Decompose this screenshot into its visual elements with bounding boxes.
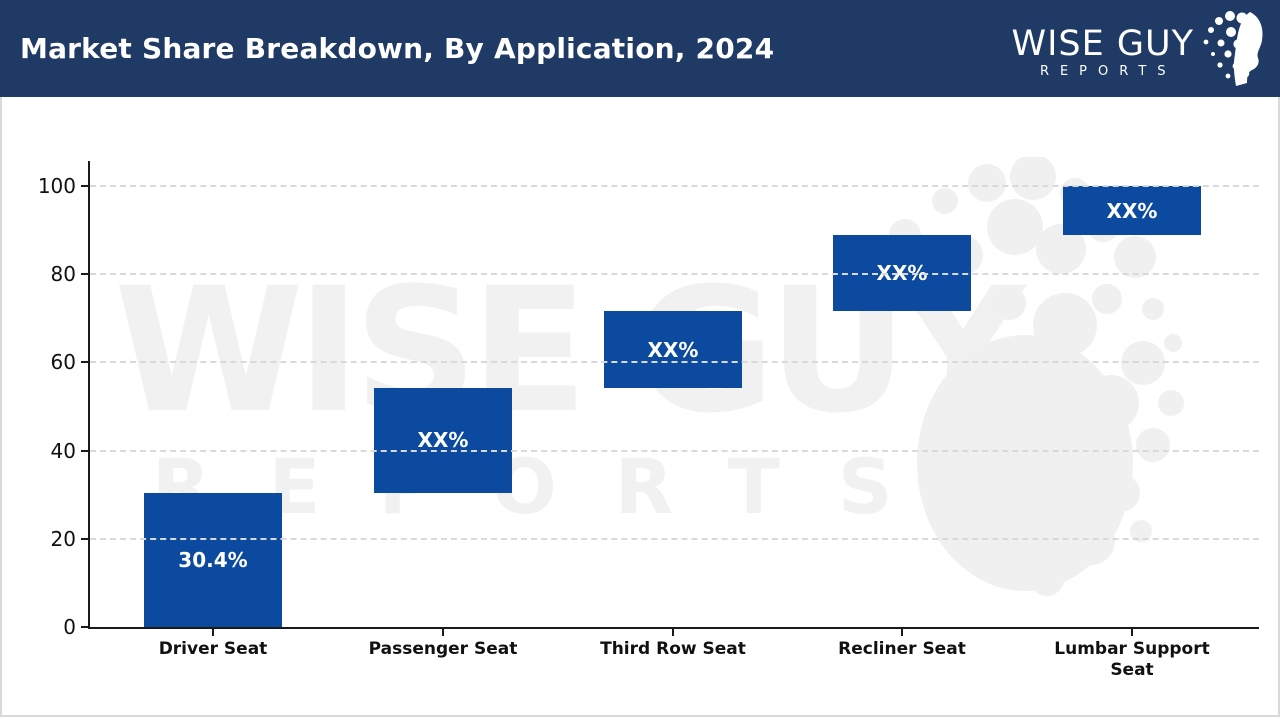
x-axis-line: [88, 627, 1259, 629]
x-tick-label-lumbar-support-seat: Lumbar Support Seat: [1054, 639, 1210, 681]
x-tick-label-recliner-seat: Recliner Seat: [838, 639, 966, 659]
x-tick-mark-third-row-seat: [672, 629, 674, 636]
x-tick-mark-lumbar-support-seat: [1131, 629, 1133, 636]
page-title: Market Share Breakdown, By Application, …: [20, 32, 775, 65]
header-bar: Market Share Breakdown, By Application, …: [0, 0, 1280, 97]
y-tick-label-60: 60: [50, 350, 76, 375]
y-tick-mark-40: [81, 449, 89, 452]
brand-name: WISE GUY: [1011, 23, 1194, 64]
x-tick-label-driver-seat: Driver Seat: [158, 639, 268, 659]
y-tick-mark-100: [81, 185, 89, 187]
bar-value-label-lumbar-support-seat: XX%: [1106, 198, 1158, 223]
bar-value-label-third-row-seat: XX%: [647, 337, 699, 362]
x-tick-mark-driver-seat: [212, 629, 214, 636]
brand-logo: WISE GUY REPORTS: [1011, 10, 1264, 94]
y-tick-label-20: 20: [50, 526, 76, 551]
plot-region: 0 20 40 60 80 100 30.4% XX% XX% XX% XX% Driver Seat…: [2, 97, 1278, 715]
x-tick-label-passenger-seat: Passenger Seat: [368, 639, 518, 659]
y-axis-line: [88, 161, 90, 629]
gridline-y-20: [90, 537, 1259, 540]
brand-face-icon: [1198, 10, 1264, 94]
y-tick-mark-20: [81, 537, 89, 540]
y-tick-label-100: 100: [37, 174, 76, 198]
brand-logo-text: WISE GUY REPORTS: [1011, 25, 1194, 80]
bar-driver-seat: 30.4%: [144, 492, 282, 627]
brand-subname: REPORTS: [1039, 64, 1177, 80]
y-tick-label-80: 80: [50, 262, 76, 287]
gridline-y-40: [90, 449, 1259, 452]
bar-passenger-seat: XX%: [374, 387, 512, 493]
y-tick-label-0: 0: [63, 615, 76, 639]
gridline-y-100: [90, 185, 1259, 187]
gridline-y-80: [90, 273, 1259, 276]
bar-lumbar-support-seat: XX%: [1063, 186, 1201, 236]
bar-value-label-driver-seat: 30.4%: [178, 547, 248, 572]
y-tick-label-40: 40: [50, 438, 76, 463]
bar-value-label-passenger-seat: XX%: [417, 428, 469, 453]
y-tick-mark-80: [81, 273, 89, 276]
y-tick-mark-60: [81, 361, 89, 364]
gridline-y-60: [90, 361, 1259, 364]
x-tick-label-third-row-seat: Third Row Seat: [600, 639, 746, 659]
chart-canvas: WISE GUY REPORTS: [0, 97, 1280, 717]
y-tick-mark-0: [81, 626, 89, 628]
x-tick-mark-recliner-seat: [901, 629, 903, 636]
x-tick-mark-passenger-seat: [442, 629, 444, 636]
bar-third-row-seat: XX%: [604, 311, 742, 388]
